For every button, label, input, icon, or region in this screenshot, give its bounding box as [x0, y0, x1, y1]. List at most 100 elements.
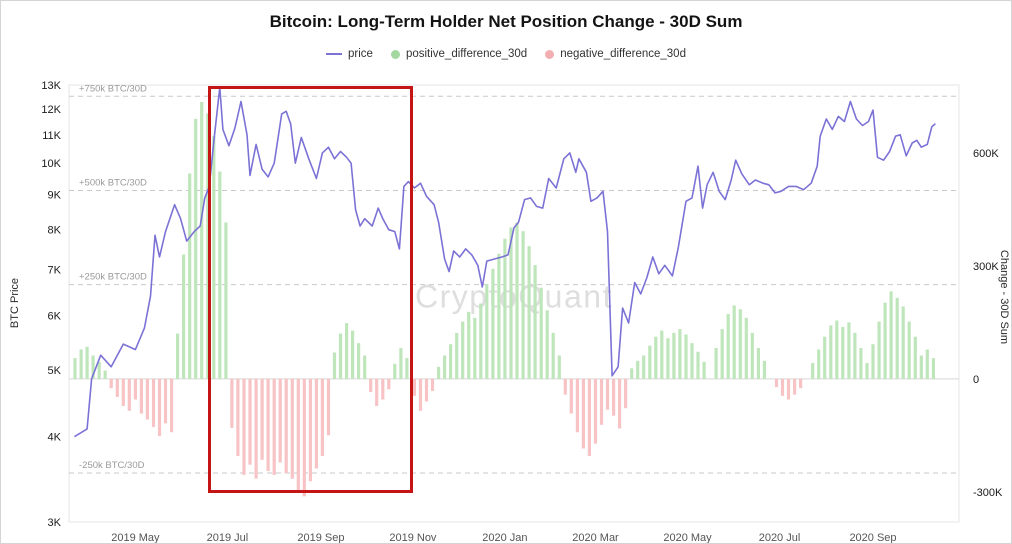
positive_difference_30d-bar — [515, 222, 519, 379]
positive_difference_30d-bar — [811, 363, 815, 379]
positive_difference_30d-bar — [461, 321, 465, 379]
positive_difference_30d-bar — [630, 368, 634, 379]
left-axis-tick: 7K — [48, 264, 62, 276]
negative_difference_30d-bar — [278, 378, 282, 463]
negative_difference_30d-bar — [793, 378, 797, 395]
x-axis-tick: 2019 May — [111, 532, 160, 544]
positive_difference_30d-bar — [437, 366, 441, 379]
negative_difference_30d-bar — [284, 378, 288, 473]
left-axis-tick: 12K — [41, 104, 61, 116]
positive_difference_30d-bar — [455, 332, 459, 379]
positive_difference_30d-bar — [702, 361, 706, 379]
negative_difference_30d-bar — [260, 378, 264, 460]
legend-item-negative_difference_30d[interactable]: negative_difference_30d — [545, 48, 686, 60]
negative_difference_30d-bar — [387, 378, 391, 390]
positive_difference_30d-bar — [732, 305, 736, 379]
left-axis-tick: 6K — [48, 310, 62, 322]
positive_difference_30d-bar — [720, 329, 724, 379]
positive_difference_30d-bar — [925, 349, 929, 379]
negative_difference_30d-bar — [127, 378, 131, 411]
negative_difference_30d-bar — [424, 378, 429, 402]
negative_difference_30d-bar — [248, 378, 252, 465]
negative_difference_30d-bar — [599, 378, 604, 425]
negative_difference_30d-bar — [418, 378, 423, 411]
negative_difference_30d-bar — [593, 378, 598, 444]
negative_difference_30d-bar — [109, 378, 113, 389]
negative_difference_30d-bar — [296, 378, 300, 492]
negative_difference_30d-bar — [575, 378, 579, 433]
right-axis-tick: -300K — [973, 487, 1003, 499]
negative_difference_30d-bar — [254, 378, 258, 479]
positive_difference_30d-bar — [212, 135, 216, 379]
positive_difference_30d-bar — [405, 358, 409, 379]
positive_difference_30d-bar — [750, 332, 754, 379]
x-axis-tick: 2020 Mar — [572, 532, 619, 544]
x-axis-tick: 2019 Sep — [297, 532, 344, 544]
positive_difference_30d-bar — [393, 363, 397, 379]
positive_difference_30d-bar — [182, 254, 186, 379]
negative_difference_30d-bar — [799, 378, 803, 389]
positive_difference_30d-bar — [73, 358, 77, 379]
negative_difference_30d-bar — [430, 378, 435, 391]
negative_difference_30d-bar — [308, 378, 312, 482]
positive_difference_30d-bar — [194, 118, 198, 379]
negative_difference_30d-bar — [115, 378, 119, 397]
positive_difference_30d-bar — [823, 336, 827, 379]
negative_difference_30d-bar — [624, 378, 628, 409]
positive_difference_30d-bar — [357, 343, 361, 379]
legend-label: negative_difference_30d — [560, 48, 686, 60]
positive_difference_30d-bar — [829, 325, 833, 379]
positive_difference_30d-bar — [678, 329, 682, 379]
negative_difference_30d-bar — [587, 378, 591, 456]
positive_difference_30d-bar — [485, 283, 489, 379]
left-axis-tick: 11K — [42, 130, 61, 142]
positive_difference_30d-bar — [913, 336, 917, 379]
right-axis-title: Change - 30D Sum — [998, 250, 1010, 344]
positive_difference_30d-bar — [533, 265, 537, 379]
negative_difference_30d-bar — [569, 378, 573, 414]
negative_difference_30d-bar — [151, 378, 156, 427]
legend-item-price[interactable]: price — [326, 48, 373, 60]
positive_difference_30d-bar — [188, 173, 192, 379]
positive_difference_30d-bar — [865, 363, 869, 379]
legend-item-positive_difference_30d[interactable]: positive_difference_30d — [390, 48, 527, 60]
negative_difference_30d-bar — [163, 378, 168, 424]
negative_difference_30d-bar — [375, 378, 379, 406]
positive_difference_30d-bar — [877, 321, 881, 379]
negative_difference_30d-bar — [290, 378, 294, 479]
positive_difference_30d-bar — [654, 336, 658, 379]
positive_difference_30d-bar — [690, 343, 694, 379]
positive_difference_30d-bar — [895, 297, 899, 379]
annotation-gridline-label: -250k BTC/30D — [79, 460, 145, 471]
positive_difference_30d-bar — [473, 317, 477, 379]
x-axis-tick: 2020 Jul — [759, 532, 801, 544]
negative_difference_30d-bar — [236, 378, 240, 456]
positive_difference_30d-bar — [338, 333, 343, 379]
positive_difference_30d-bar — [200, 102, 204, 379]
positive_difference_30d-bar — [907, 321, 911, 379]
positive_difference_30d-bar — [85, 346, 89, 379]
positive_difference_30d-bar — [859, 348, 863, 379]
negative_difference_30d-bar — [139, 378, 143, 414]
positive_difference_30d-bar — [744, 317, 748, 379]
positive_difference_30d-bar — [443, 355, 447, 379]
legend: price positive_difference_30d negative_dif… — [1, 48, 1011, 60]
x-axis-tick: 2020 Jan — [482, 532, 527, 544]
x-axis-tick: 2020 Sep — [849, 532, 896, 544]
annotation-gridline-label: +750k BTC/30D — [79, 83, 147, 94]
positive_difference_30d-bar — [871, 344, 875, 379]
positive_difference_30d-bar — [853, 332, 857, 379]
negative_difference_30d-bar — [581, 378, 585, 449]
positive_difference_30d-bar — [919, 355, 923, 379]
positive_difference_30d-bar — [491, 268, 495, 379]
positive_difference_30d-bar — [539, 287, 543, 379]
legend-label: price — [348, 48, 373, 60]
right-axis-tick: 600K — [973, 148, 999, 160]
positive_difference_30d-bar — [901, 306, 905, 379]
negative_difference_30d-bar — [369, 378, 373, 392]
positive_difference_30d-bar — [883, 302, 887, 379]
positive_difference_30d-bar — [762, 360, 766, 379]
positive_difference_30d-bar — [479, 303, 483, 379]
positive_difference_30d-bar — [363, 355, 367, 379]
